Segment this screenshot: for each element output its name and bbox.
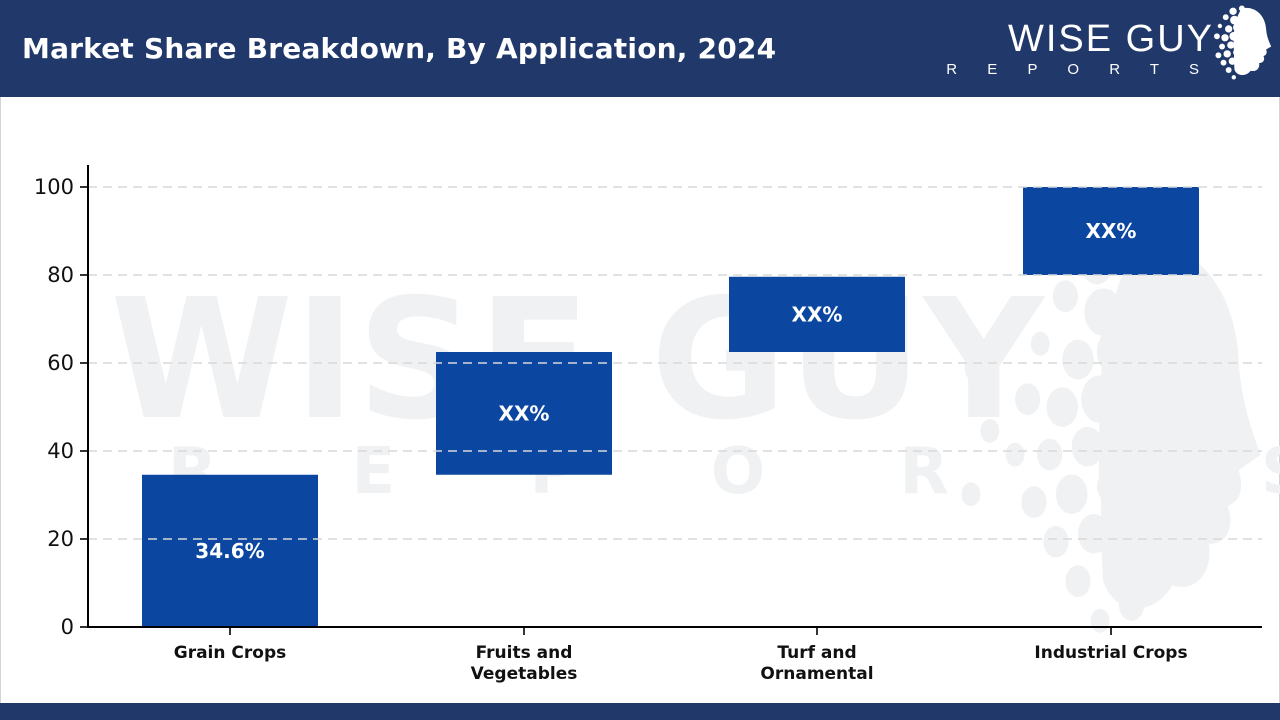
watermark-head-profile-icon [961,232,1261,633]
category-label: Ornamental [760,664,873,684]
category-label: Industrial Crops [1034,643,1187,663]
bar [729,276,905,352]
category-label: Turf and [777,643,856,663]
y-tick-label: 60 [47,351,74,375]
header-bar: Market Share Breakdown, By Application, … [0,0,1280,97]
bar [1023,187,1199,275]
category-label: Fruits and [476,643,573,663]
bar-value-label: XX% [499,401,550,425]
bar-value-label: 34.6% [195,539,264,563]
y-tick-label: 40 [47,439,74,463]
footer-bar [0,703,1280,720]
bar [142,474,318,627]
y-tick-label: 80 [47,263,74,287]
chart-title: Market Share Breakdown, By Application, … [22,32,777,65]
y-tick-label: 20 [47,527,74,551]
y-tick-label: 0 [61,615,74,639]
bar-value-label: XX% [1086,219,1137,243]
category-label: Grain Crops [174,643,286,663]
y-tick-label: 100 [34,175,74,199]
logo-head-profile-icon [1214,5,1272,80]
logo-text: WISE GUY R E P O R T S [946,20,1214,77]
category-label: Vegetables [471,664,578,684]
bar [436,352,612,475]
logo-wiseguy-label: WISE GUY [1007,17,1214,60]
wise-guy-reports-logo: WISE GUY R E P O R T S [946,2,1274,94]
bar-value-label: XX% [792,302,843,326]
logo-reports-label: R E P O R T S [946,60,1212,78]
